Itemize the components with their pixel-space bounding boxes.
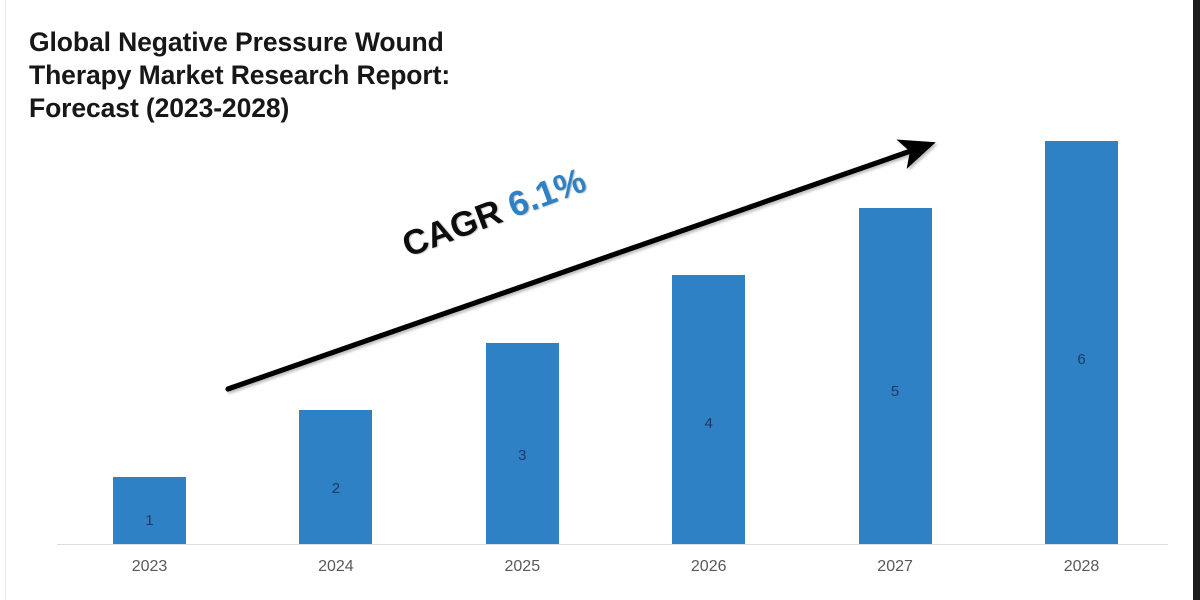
category-label-2026: 2026	[690, 558, 727, 575]
category-label-2023: 2023	[131, 558, 168, 575]
left-border	[5, 0, 6, 600]
bar-value-label: 3	[518, 447, 527, 465]
bar-value-label: 4	[704, 415, 713, 433]
bar-2026[interactable]: 4	[672, 275, 746, 544]
category-label-2028: 2028	[1063, 558, 1100, 575]
category-label-2024: 2024	[318, 558, 354, 575]
chart-title: Global Negative Pressure Wound Therapy M…	[29, 27, 451, 123]
bar-value-label: 1	[145, 511, 154, 529]
category-label-2027: 2027	[877, 558, 913, 575]
bar-2025[interactable]: 3	[485, 342, 559, 544]
category-axis-line	[57, 544, 1168, 545]
category-label-2025: 2025	[504, 558, 541, 575]
bar-value-label: 6	[1077, 350, 1086, 368]
bar-value-label: 5	[890, 382, 900, 400]
bar-2023[interactable]: 1	[113, 476, 186, 544]
bar-2028[interactable]: 6	[1045, 141, 1118, 544]
bar-2024[interactable]: 2	[299, 409, 373, 544]
right-border-inner	[1192, 0, 1193, 600]
right-border	[1193, 0, 1200, 600]
bar-value-label: 2	[331, 479, 341, 497]
bar-2027[interactable]: 5	[858, 208, 932, 544]
